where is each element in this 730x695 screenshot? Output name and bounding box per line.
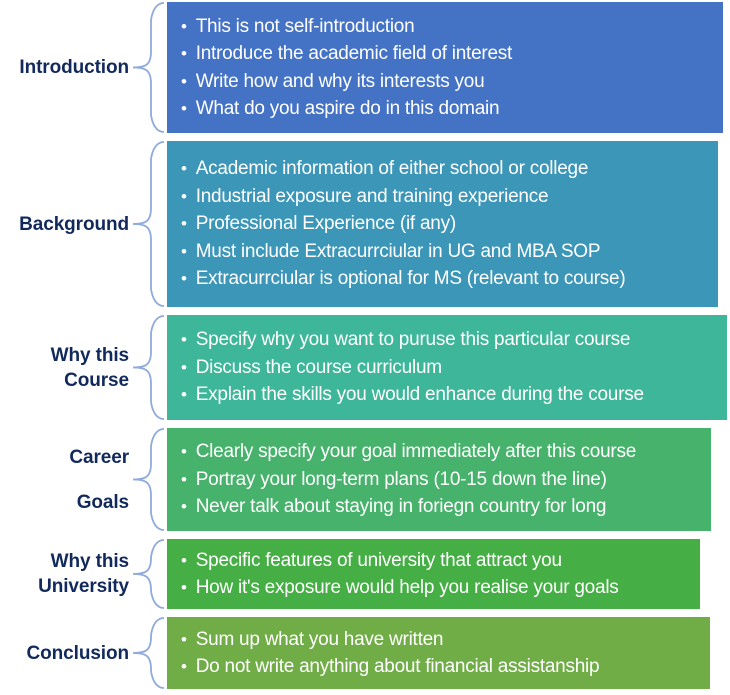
bullet-item-text: Explain the skills you would enhance dur… [195,384,644,406]
bullet-dot-icon: • [181,330,187,350]
curly-brace-icon [131,539,167,609]
bullet-dot-icon: • [181,99,187,118]
diagram-row: Career Goals • Clearly specify your goal im… [0,428,711,531]
bullet-dot-icon: • [181,357,187,377]
bullet-dot-icon: • [181,16,187,36]
section-label: Why this Course [0,343,131,393]
bullet-item-text: Academic information of either school or… [195,158,589,180]
bullet-item: • This is not self-introduction [181,13,713,41]
brace-stroke [133,618,164,688]
section-content-box: • This is not self-introduction • Introduce… [167,2,723,133]
section-label-line: Goals [76,491,129,513]
bullet-item: • What do you aspire do in this domain [181,95,713,123]
diagram-row: Introduction • This is not self-introducti… [0,2,723,133]
brace-stroke [133,316,164,419]
bullet-item: • How it's exposure would help you realis… [181,574,690,602]
bullet-item-text: Clearly specify your goal immediately af… [195,441,637,463]
bullet-item: • Introduce the academic field of interes… [181,40,713,68]
section-label: Conclusion [0,641,131,666]
diagram-row: Background • Academic information of eithe… [0,141,718,307]
curly-brace-icon [131,2,167,133]
bullet-item-text: Must include Extracurrciular in UG and M… [195,240,601,262]
section-content-box: • Academic information of either school o… [167,141,718,307]
bullet-item-text: Sum up what you have written [195,628,444,650]
bullet-item-text: How it's exposure would help you realise… [195,577,619,598]
section-label: Career Goals [0,445,131,515]
section-label-line: Why this [50,551,129,572]
bullet-item: • Sum up what you have written [181,626,700,654]
bullet-dot-icon: • [181,214,187,234]
diagram-row: Why this Course • Specify why you want to p… [0,315,727,420]
bullet-item: • Academic information of either school o… [181,155,708,183]
bullet-item: • Professional Experience (if any) [181,210,708,238]
brace-stroke [133,540,164,608]
bullet-item: • Specify why you want to puruse this par… [181,326,717,354]
section-content-box: • Sum up what you have written • Do not wri… [167,617,710,689]
section-label-line: University [38,576,129,597]
section-content-box: • Specific features of university that at… [167,539,700,609]
bullet-item: • Clearly specify your goal immediately a… [181,438,701,466]
bullet-dot-icon: • [181,469,187,489]
bullet-dot-icon: • [181,497,187,517]
bullet-dot-icon: • [181,550,187,570]
diagram-row: Why this University • Specific features of … [0,539,700,609]
bullet-item-text: Write how and why its interests you [195,70,485,92]
curly-brace-icon [131,428,167,531]
section-label: Background [0,212,131,237]
bullet-item: • Extracurrciular is optional for MS (rel… [181,265,708,293]
bullet-item: • Industrial exposure and training experi… [181,183,708,211]
bullet-item: • Portray your long-term plans (10-15 dow… [181,466,701,494]
section-label-line: Conclusion [26,642,130,664]
bullet-item-text: Introduce the academic field of interest [195,43,513,64]
bullet-item: • Do not write anything about financial a… [181,653,700,681]
bullet-item-text: Portray your long-term plans (10-15 down… [195,468,607,490]
section-label: Introduction [0,55,131,80]
bullet-item: • Specific features of university that at… [181,547,690,575]
bullet-item-text: Do not write anything about financial as… [195,656,600,677]
brace-stroke [133,429,164,530]
section-label-line: Background [19,213,129,235]
brace-stroke [133,3,164,132]
bullet-item: • Explain the skills you would enhance du… [181,381,717,409]
bullet-item-text: Extracurrciular is optional for MS (rele… [195,268,626,290]
bullet-dot-icon: • [181,71,187,91]
bullet-dot-icon: • [181,385,187,405]
bullet-item-text: Specify why you want to puruse this part… [195,329,631,351]
bullet-item-text: Professional Experience (if any) [195,213,457,235]
bullet-dot-icon: • [181,442,187,462]
bullet-item-text: What do you aspire do in this domain [195,98,500,119]
bullet-item-text: Specific features of university that att… [195,549,562,571]
section-content-box: • Clearly specify your goal immediately a… [167,428,711,531]
bullet-item-text: Industrial exposure and training experie… [195,185,549,207]
bullet-item-text: This is not self-introduction [195,15,415,37]
section-content-box: • Specify why you want to puruse this par… [167,315,727,420]
section-label-line: Why this [50,344,129,366]
bullet-item: • Must include Extracurrciular in UG and … [181,238,708,266]
curly-brace-icon [131,315,167,420]
curly-brace-icon [131,617,167,689]
bullet-item-text: Discuss the course curriculum [195,356,442,378]
bullet-item-text: Never talk about staying in foriegn coun… [195,496,607,518]
brace-stroke [133,142,164,306]
bullet-dot-icon: • [181,44,187,63]
bullet-dot-icon: • [181,186,187,206]
bullet-item: • Write how and why its interests you [181,68,713,96]
bullet-item: • Never talk about staying in foriegn cou… [181,493,701,521]
bullet-item: • Discuss the course curriculum [181,354,717,382]
section-label-line: Introduction [19,57,129,78]
section-label-line: Course [64,369,129,391]
bullet-dot-icon: • [181,269,187,289]
bullet-dot-icon: • [181,159,187,179]
bullet-dot-icon: • [181,241,187,261]
curly-brace-icon [131,141,167,307]
section-label-line: Career [69,446,129,468]
bullet-dot-icon: • [181,657,187,676]
section-label: Why this University [0,549,131,599]
bullet-dot-icon: • [181,578,187,597]
bullet-dot-icon: • [181,629,187,649]
diagram-row: Conclusion • Sum up what you have written •… [0,617,710,689]
